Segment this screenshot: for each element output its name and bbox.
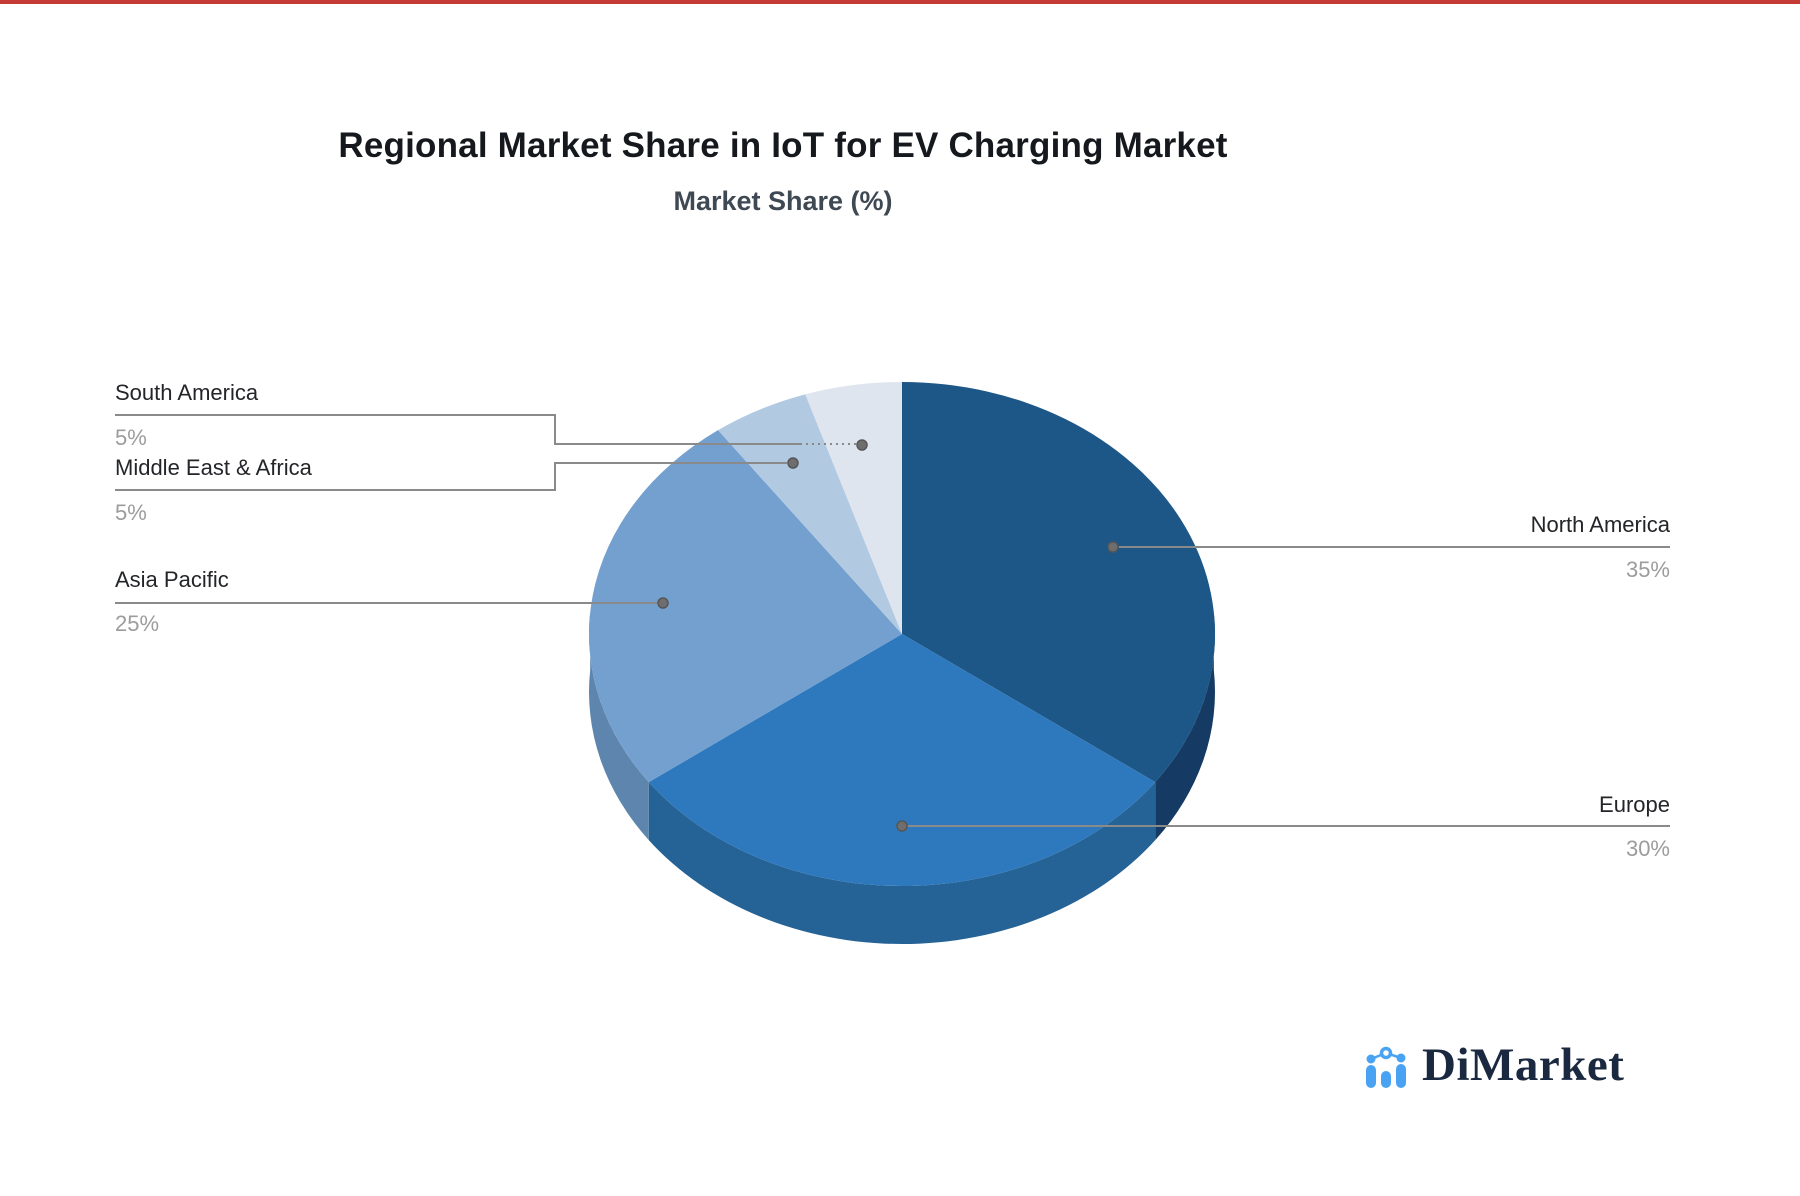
slice-label-north-america: North America [1530,512,1670,537]
callout-dot-asia-pacific [657,597,669,609]
callout-dot-europe [896,820,908,832]
slice-value-south-america: 5% [115,425,147,450]
brand-logo-text: DiMarket [1422,1039,1625,1091]
brand-logo: DiMarket [1363,1042,1624,1089]
slice-value-europe: 30% [1625,836,1670,861]
slice-value-north-america: 35% [1625,557,1670,582]
slice-asia-pacific[interactable] [589,430,902,783]
slice-side-asia-pacific [589,612,649,841]
slice-south-america[interactable] [805,382,902,634]
slice-value-middle-east-africa: 5% [115,500,147,525]
slice-side-north-america [1155,612,1215,841]
pie-slices-layer [589,382,1215,944]
top-rule [0,0,1800,4]
slice-side-europe [648,782,1156,944]
slice-middle-east-africa[interactable] [718,394,902,634]
leader-line-middle-east-africa [115,462,787,491]
slice-europe[interactable] [648,634,1156,886]
callout-dot-south-america [856,439,868,451]
bar-chart-logo-icon [1366,1046,1406,1088]
slice-label-south-america: South America [115,380,259,405]
slice-value-asia-pacific: 25% [115,611,160,636]
slice-north-america[interactable] [902,382,1215,783]
slice-label-europe: Europe [1599,792,1670,817]
leader-line-south-america [115,414,800,445]
slice-label-middle-east-africa: Middle East & Africa [115,455,312,480]
callout-dot-north-america [1107,541,1119,553]
callout-dot-middle-east-africa [787,457,799,469]
chart-subtitle: Market Share (%) [673,186,893,216]
slice-label-asia-pacific: Asia Pacific [115,567,229,592]
chart-title: Regional Market Share in IoT for EV Char… [338,126,1228,165]
